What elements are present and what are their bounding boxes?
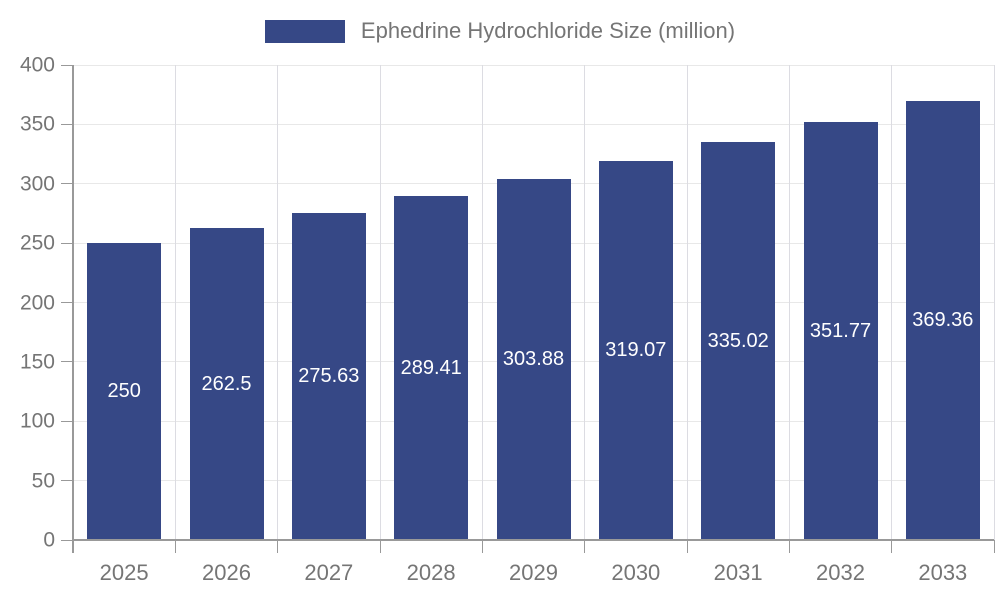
x-tick: [277, 540, 279, 553]
y-tick: [61, 539, 73, 541]
y-tick-label: 300: [19, 172, 55, 196]
bar-value-label: 351.77: [809, 319, 872, 342]
y-tick: [61, 64, 73, 66]
x-tick-label: 2028: [406, 560, 456, 585]
y-axis-line: [72, 65, 74, 553]
legend-label: Ephedrine Hydrochloride Size (million): [360, 18, 736, 43]
y-tick-label: 400: [19, 53, 55, 77]
y-tick-label: 50: [31, 469, 55, 493]
x-axis-line: [73, 539, 994, 541]
y-tick: [61, 420, 73, 422]
x-tick: [584, 540, 586, 553]
y-tick: [61, 183, 73, 185]
bar-value-label: 289.41: [400, 356, 462, 379]
chart-legend[interactable]: Ephedrine Hydrochloride Size (million): [0, 18, 1000, 44]
y-tick: [61, 480, 73, 482]
v-gridline: [788, 65, 790, 540]
x-tick: [379, 540, 381, 553]
v-gridline: [277, 65, 279, 540]
bar-value-label: 369.36: [912, 309, 974, 332]
y-tick-label: 0: [43, 528, 55, 552]
v-gridline: [174, 65, 176, 540]
v-gridline: [686, 65, 688, 540]
y-tick: [61, 242, 73, 244]
legend-swatch: [264, 19, 345, 43]
x-tick-label: 2030: [611, 560, 661, 585]
y-tick: [61, 361, 73, 363]
x-tick: [481, 540, 483, 553]
bar-value-label: 335.02: [707, 329, 769, 352]
bar-value-label: 303.88: [502, 348, 565, 371]
bar-2032[interactable]: 351.77: [803, 122, 878, 539]
v-gridline: [481, 65, 483, 540]
x-tick: [891, 540, 893, 553]
bar-2025[interactable]: 250: [87, 243, 162, 539]
x-tick: [993, 540, 995, 553]
v-gridline: [993, 65, 995, 540]
x-tick: [686, 540, 688, 553]
x-tick-label: 2026: [202, 560, 251, 585]
x-tick-label: 2033: [918, 560, 968, 585]
bar-2029[interactable]: 303.88: [496, 179, 571, 539]
y-tick-label: 350: [19, 112, 55, 136]
x-tick-label: 2031: [713, 560, 763, 585]
y-tick-label: 200: [19, 291, 55, 314]
x-tick-label: 2032: [816, 560, 865, 585]
v-gridline: [379, 65, 381, 540]
v-gridline: [584, 65, 586, 540]
y-tick-label: 100: [19, 409, 55, 433]
bar-value-label: 319.07: [605, 339, 667, 362]
v-gridline: [891, 65, 893, 540]
x-tick: [174, 540, 176, 553]
h-gridline: [73, 64, 994, 66]
bar-2033[interactable]: 369.36: [905, 101, 980, 539]
x-tick: [788, 540, 790, 553]
h-gridline: [73, 123, 994, 125]
y-tick-label: 150: [19, 350, 55, 374]
y-tick-label: 250: [19, 231, 55, 255]
y-tick: [61, 302, 73, 303]
bar-value-label: 275.63: [298, 364, 360, 387]
bar-2030[interactable]: 319.07: [598, 161, 673, 539]
bar-2028[interactable]: 289.41: [394, 196, 469, 539]
bar-2031[interactable]: 335.02: [701, 142, 776, 539]
x-tick-label: 2029: [509, 560, 558, 585]
x-tick-label: 2025: [99, 560, 149, 585]
bar-2027[interactable]: 275.63: [291, 212, 366, 539]
bar-2026[interactable]: 262.5: [189, 228, 264, 539]
x-tick-label: 2027: [304, 560, 354, 585]
y-tick: [61, 123, 73, 125]
bar-value-label: 262.5: [201, 372, 252, 395]
bar-value-label: 250: [107, 380, 141, 403]
